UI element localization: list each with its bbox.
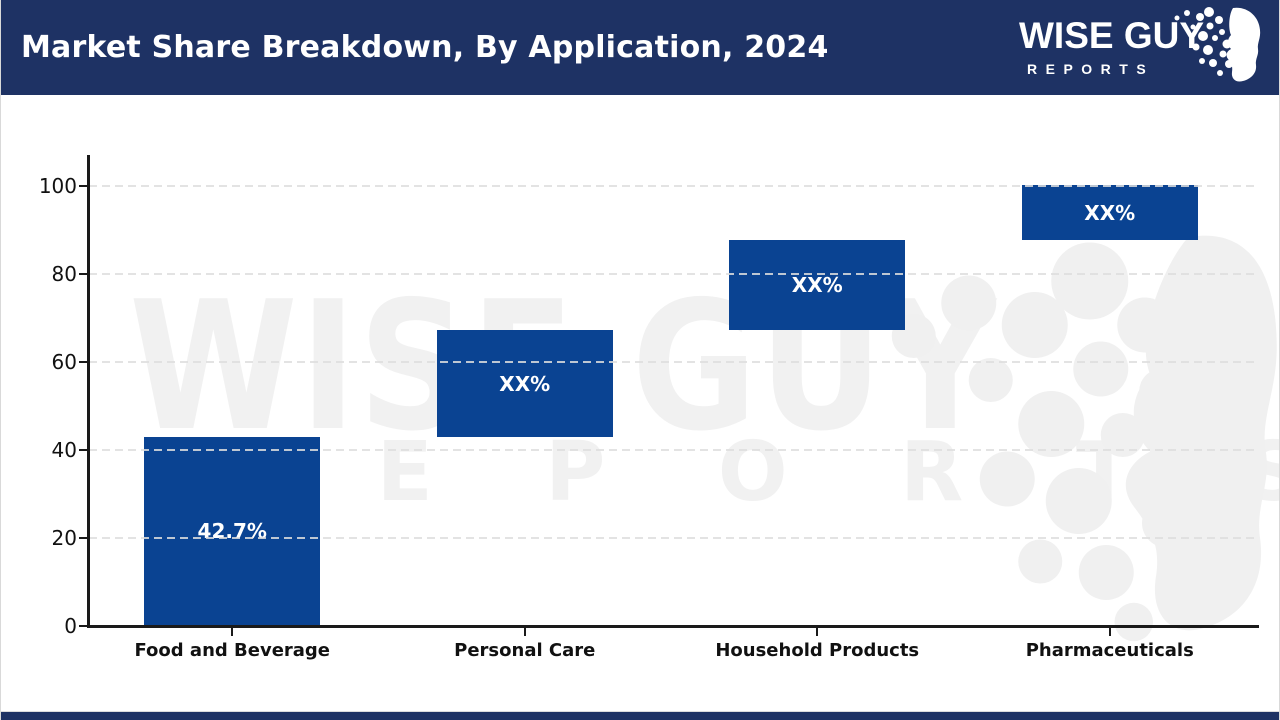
y-tick-label: 100 <box>38 174 77 198</box>
bar-value-label: XX% <box>499 371 551 396</box>
y-tick-mark <box>79 625 87 627</box>
x-tick-mark <box>816 627 819 636</box>
bar-value-label: XX% <box>1084 200 1136 225</box>
bar-segment: 42.7% <box>144 437 321 625</box>
x-category-label: Personal Care <box>454 640 596 661</box>
logo-text-line2: REPORTS <box>1027 61 1154 77</box>
y-tick-mark <box>79 273 87 275</box>
x-axis-line <box>87 625 1259 628</box>
gridline <box>89 273 1259 275</box>
x-category-label: Food and Beverage <box>134 640 331 661</box>
y-tick-label: 80 <box>51 262 77 286</box>
y-tick-mark <box>79 449 87 451</box>
gridline <box>89 537 1259 539</box>
y-tick-label: 0 <box>64 614 77 638</box>
logo-face-dots-icon <box>1174 6 1261 82</box>
y-tick-mark <box>79 185 87 187</box>
y-axis-line <box>87 155 90 627</box>
bar-segment: XX% <box>729 240 906 331</box>
gridline <box>89 361 1259 363</box>
bar-segment: XX% <box>436 330 613 438</box>
chart-title: Market Share Breakdown, By Application, … <box>21 30 829 65</box>
x-tick-mark <box>231 627 234 636</box>
y-tick-mark <box>79 537 87 539</box>
y-tick-label: 20 <box>51 526 77 550</box>
bar-value-label: XX% <box>791 273 843 298</box>
x-tick-mark <box>1108 627 1111 636</box>
logo-text-line1: WISE GUY <box>1019 15 1204 56</box>
y-tick-label: 40 <box>51 438 77 462</box>
x-category-label: Pharmaceuticals <box>1025 640 1194 661</box>
gridline <box>89 449 1259 451</box>
x-category-label: Household Products <box>715 640 920 661</box>
wise-guy-logo-graphic: WISE GUY REPORTS <box>1019 6 1261 82</box>
bottom-border-line <box>1 711 1279 712</box>
bar-segment: XX% <box>1021 185 1198 240</box>
y-tick-mark <box>79 361 87 363</box>
bar-value-label: 42.7% <box>197 519 267 544</box>
y-tick-label: 60 <box>51 350 77 374</box>
x-tick-mark <box>523 627 526 636</box>
gridline <box>89 185 1259 187</box>
header-band: Market Share Breakdown, By Application, … <box>1 0 1279 95</box>
footer-band <box>1 712 1279 720</box>
brand-logo: WISE GUY REPORTS <box>1017 6 1267 90</box>
